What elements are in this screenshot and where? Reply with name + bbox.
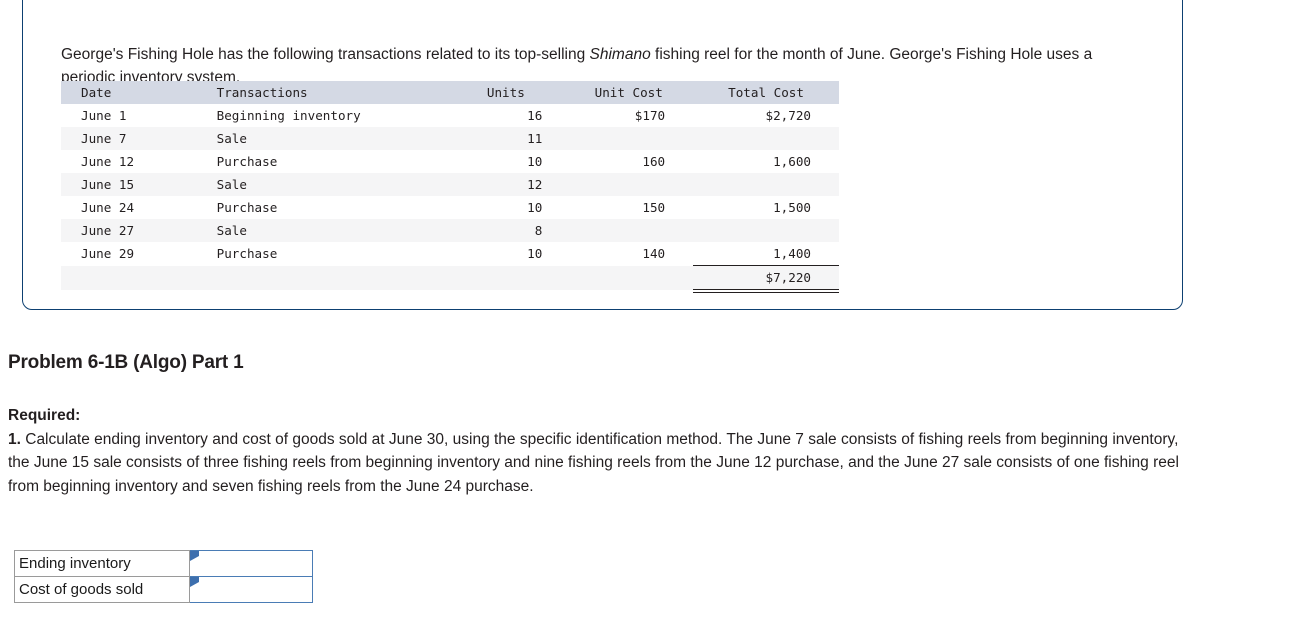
cell-date: June 27 bbox=[81, 223, 135, 238]
column-header-units: Units bbox=[447, 81, 565, 104]
triangle-marker-icon bbox=[190, 577, 199, 587]
cell-date: June 24 bbox=[81, 200, 135, 215]
cell-transaction: Purchase bbox=[216, 154, 278, 169]
brand-name-shimano: Shimano bbox=[589, 45, 651, 63]
answer-entry-body: Ending inventory Cost of goods sold bbox=[14, 550, 313, 603]
cell-unit-cost: 160 bbox=[642, 154, 666, 169]
column-header-unit-cost: Unit Cost bbox=[564, 81, 694, 104]
cost-of-goods-sold-input[interactable] bbox=[190, 577, 312, 602]
cell-total-cost-sum: $7,220 bbox=[693, 265, 839, 293]
required-item-text: Calculate ending inventory and cost of g… bbox=[8, 430, 1179, 495]
cell-transaction: Sale bbox=[216, 177, 247, 192]
cell-unit-cost bbox=[564, 127, 693, 150]
cell-date: June 1 bbox=[81, 108, 127, 123]
cell-total-cost: 1,600 bbox=[773, 154, 811, 169]
cell-date: June 12 bbox=[81, 154, 135, 169]
cell-date: June 15 bbox=[81, 177, 135, 192]
cell-total-cost bbox=[693, 127, 839, 150]
table-row: June 15 Sale 12 bbox=[61, 173, 839, 196]
cell-date: June 7 bbox=[81, 131, 127, 146]
table-row: June 29 Purchase 10 140 1,400 bbox=[61, 242, 839, 266]
cell-units: 8 bbox=[534, 223, 543, 238]
answer-entry-table: Ending inventory Cost of goods sold bbox=[14, 550, 313, 603]
answer-label-ending-inventory: Ending inventory bbox=[14, 550, 190, 577]
table-row: June 27 Sale 8 bbox=[61, 219, 839, 242]
cell-unit-cost bbox=[564, 266, 693, 290]
column-header-total-cost: Total Cost bbox=[693, 81, 839, 104]
cell-total-cost bbox=[693, 173, 839, 196]
cell-unit-cost bbox=[564, 219, 693, 242]
cell-transaction bbox=[199, 266, 448, 290]
cell-units: 11 bbox=[527, 131, 543, 146]
table-row: June 1 Beginning inventory 16 $170 $2,72… bbox=[61, 104, 839, 127]
column-header-transactions: Transactions bbox=[198, 81, 448, 104]
table-row: June 7 Sale 11 bbox=[61, 127, 839, 150]
required-label: Required: bbox=[8, 407, 81, 424]
cell-units bbox=[447, 266, 564, 290]
transactions-table-body: June 1 Beginning inventory 16 $170 $2,72… bbox=[61, 104, 839, 293]
cell-units: 12 bbox=[527, 177, 543, 192]
cell-units: 10 bbox=[527, 200, 543, 215]
cell-transaction: Sale bbox=[216, 223, 247, 238]
cell-transaction: Beginning inventory bbox=[216, 108, 361, 123]
table-row: June 24 Purchase 10 150 1,500 bbox=[61, 196, 839, 219]
table-row: June 12 Purchase 10 160 1,600 bbox=[61, 150, 839, 173]
intro-text-before: George's Fishing Hole has the following … bbox=[61, 45, 590, 63]
answer-input-cell-ending-inventory[interactable] bbox=[189, 550, 313, 577]
triangle-marker-icon bbox=[190, 551, 199, 561]
answer-row-cost-of-goods-sold: Cost of goods sold bbox=[14, 576, 313, 603]
transactions-table-head: Date Transactions Units Unit Cost Total … bbox=[61, 81, 839, 104]
answer-row-ending-inventory: Ending inventory bbox=[14, 550, 313, 577]
cell-transaction: Purchase bbox=[216, 200, 278, 215]
cell-unit-cost: 140 bbox=[642, 246, 666, 262]
answer-input-cell-cost-of-goods-sold[interactable] bbox=[189, 576, 313, 603]
cell-units: 16 bbox=[527, 108, 543, 123]
cell-unit-cost bbox=[564, 173, 693, 196]
ending-inventory-input[interactable] bbox=[190, 551, 312, 576]
problem-statement-card: George's Fishing Hole has the following … bbox=[22, 0, 1183, 310]
cell-unit-cost: 150 bbox=[642, 200, 666, 215]
cell-transaction: Sale bbox=[216, 131, 247, 146]
cell-total-cost bbox=[693, 219, 839, 242]
transactions-table: Date Transactions Units Unit Cost Total … bbox=[61, 81, 839, 293]
answer-label-cost-of-goods-sold: Cost of goods sold bbox=[14, 576, 190, 603]
table-total-row: $7,220 bbox=[61, 265, 839, 293]
required-section: Required: 1. Calculate ending inventory … bbox=[8, 404, 1188, 498]
column-header-date: Date bbox=[61, 81, 199, 104]
cell-units: 10 bbox=[527, 246, 543, 262]
cell-total-cost: $2,720 bbox=[765, 108, 812, 123]
required-item-number: 1. bbox=[8, 430, 21, 448]
cell-units: 10 bbox=[527, 154, 543, 169]
cell-unit-cost: $170 bbox=[634, 108, 666, 123]
cell-date bbox=[61, 266, 199, 290]
cell-total-cost: 1,400 bbox=[693, 242, 839, 266]
cell-transaction: Purchase bbox=[216, 246, 278, 262]
table-header-row: Date Transactions Units Unit Cost Total … bbox=[61, 81, 839, 104]
page-title: Problem 6-1B (Algo) Part 1 bbox=[8, 351, 244, 373]
cell-date: June 29 bbox=[81, 246, 135, 262]
cell-total-cost: 1,500 bbox=[773, 200, 811, 215]
